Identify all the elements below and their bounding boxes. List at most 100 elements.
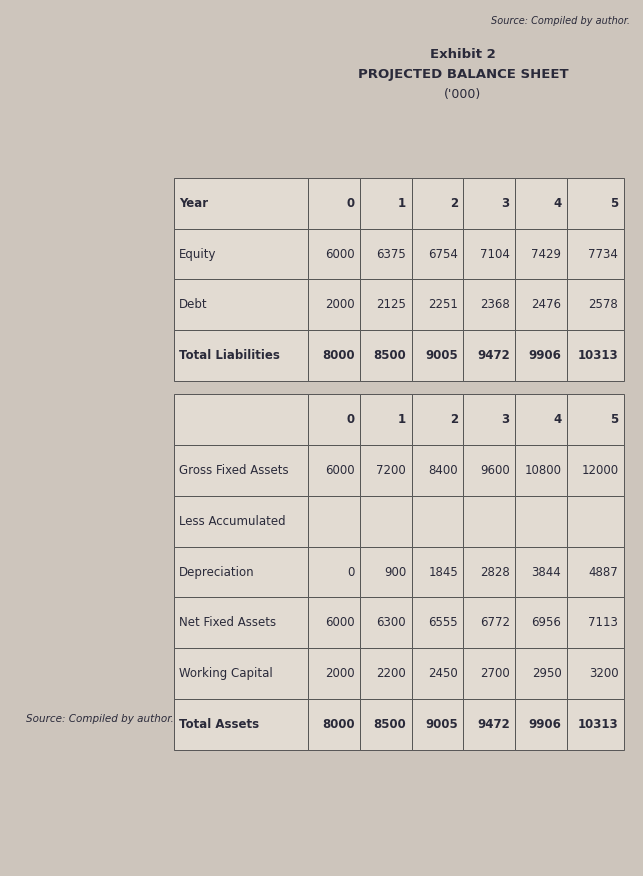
- Text: 3: 3: [502, 413, 510, 426]
- Text: 9472: 9472: [477, 718, 510, 731]
- Text: 6375: 6375: [376, 248, 406, 260]
- Bar: [566, 699, 624, 750]
- Bar: [464, 648, 515, 699]
- Bar: [412, 229, 464, 279]
- Bar: [566, 597, 624, 648]
- Text: Gross Fixed Assets: Gross Fixed Assets: [179, 464, 289, 477]
- Bar: [515, 445, 566, 496]
- Text: 4887: 4887: [588, 566, 619, 578]
- Text: 0: 0: [347, 197, 354, 209]
- Text: 2200: 2200: [376, 668, 406, 680]
- Text: 6000: 6000: [325, 248, 354, 260]
- Text: 0: 0: [347, 413, 354, 426]
- Text: 2476: 2476: [531, 299, 561, 311]
- Bar: [360, 178, 412, 229]
- Text: 2578: 2578: [588, 299, 619, 311]
- Bar: [412, 330, 464, 381]
- Bar: [566, 445, 624, 496]
- Bar: [566, 648, 624, 699]
- Text: 2828: 2828: [480, 566, 510, 578]
- Text: 10313: 10313: [577, 350, 619, 362]
- Text: 10800: 10800: [525, 464, 561, 477]
- Text: 8500: 8500: [374, 718, 406, 731]
- Text: 3844: 3844: [532, 566, 561, 578]
- Text: 900: 900: [384, 566, 406, 578]
- Bar: [412, 547, 464, 597]
- Bar: [566, 178, 624, 229]
- Bar: [464, 699, 515, 750]
- Text: 8000: 8000: [322, 718, 354, 731]
- Bar: [360, 445, 412, 496]
- Bar: [515, 279, 566, 330]
- Bar: [174, 445, 308, 496]
- Bar: [566, 279, 624, 330]
- Text: 7104: 7104: [480, 248, 510, 260]
- Bar: [515, 648, 566, 699]
- Bar: [174, 648, 308, 699]
- Text: 5: 5: [610, 197, 619, 209]
- Text: 8000: 8000: [322, 350, 354, 362]
- Bar: [174, 547, 308, 597]
- Text: 5: 5: [610, 413, 619, 426]
- Text: Debt: Debt: [179, 299, 208, 311]
- Bar: [566, 394, 624, 445]
- Text: 9600: 9600: [480, 464, 510, 477]
- Bar: [174, 279, 308, 330]
- Bar: [308, 547, 360, 597]
- Text: Net Fixed Assets: Net Fixed Assets: [179, 617, 276, 629]
- Bar: [515, 330, 566, 381]
- Bar: [566, 229, 624, 279]
- Bar: [360, 648, 412, 699]
- Text: Source: Compiled by author.: Source: Compiled by author.: [26, 714, 174, 724]
- Bar: [515, 699, 566, 750]
- Text: 1: 1: [398, 197, 406, 209]
- Text: 7429: 7429: [531, 248, 561, 260]
- Text: 1: 1: [398, 413, 406, 426]
- Bar: [412, 648, 464, 699]
- Text: 8500: 8500: [374, 350, 406, 362]
- Text: 7200: 7200: [376, 464, 406, 477]
- Bar: [360, 699, 412, 750]
- Text: 2: 2: [450, 197, 458, 209]
- Text: 2000: 2000: [325, 668, 354, 680]
- Bar: [412, 394, 464, 445]
- Text: Exhibit 2: Exhibit 2: [430, 48, 496, 61]
- Text: 9906: 9906: [529, 350, 561, 362]
- Text: 6772: 6772: [480, 617, 510, 629]
- Text: Depreciation: Depreciation: [179, 566, 255, 578]
- Text: 2: 2: [450, 413, 458, 426]
- Text: 6300: 6300: [377, 617, 406, 629]
- Text: 7113: 7113: [588, 617, 619, 629]
- Text: 1845: 1845: [428, 566, 458, 578]
- Bar: [464, 229, 515, 279]
- Text: 4: 4: [553, 197, 561, 209]
- Bar: [360, 547, 412, 597]
- Text: Total Assets: Total Assets: [179, 718, 259, 731]
- Bar: [174, 699, 308, 750]
- Bar: [464, 330, 515, 381]
- Bar: [308, 178, 360, 229]
- Text: 6000: 6000: [325, 464, 354, 477]
- Text: 10313: 10313: [577, 718, 619, 731]
- Text: Less Accumulated: Less Accumulated: [179, 515, 285, 527]
- Bar: [464, 597, 515, 648]
- Bar: [360, 279, 412, 330]
- Bar: [174, 597, 308, 648]
- Text: 8400: 8400: [428, 464, 458, 477]
- Bar: [174, 394, 308, 445]
- Text: 9906: 9906: [529, 718, 561, 731]
- Text: 9005: 9005: [425, 350, 458, 362]
- Text: Equity: Equity: [179, 248, 217, 260]
- Bar: [515, 394, 566, 445]
- Bar: [412, 279, 464, 330]
- Bar: [412, 496, 464, 547]
- Bar: [308, 394, 360, 445]
- Text: Year: Year: [179, 197, 208, 209]
- Bar: [308, 699, 360, 750]
- Text: 2251: 2251: [428, 299, 458, 311]
- Bar: [360, 330, 412, 381]
- Bar: [464, 279, 515, 330]
- Bar: [515, 229, 566, 279]
- Text: PROJECTED BALANCE SHEET: PROJECTED BALANCE SHEET: [358, 68, 568, 81]
- Bar: [515, 547, 566, 597]
